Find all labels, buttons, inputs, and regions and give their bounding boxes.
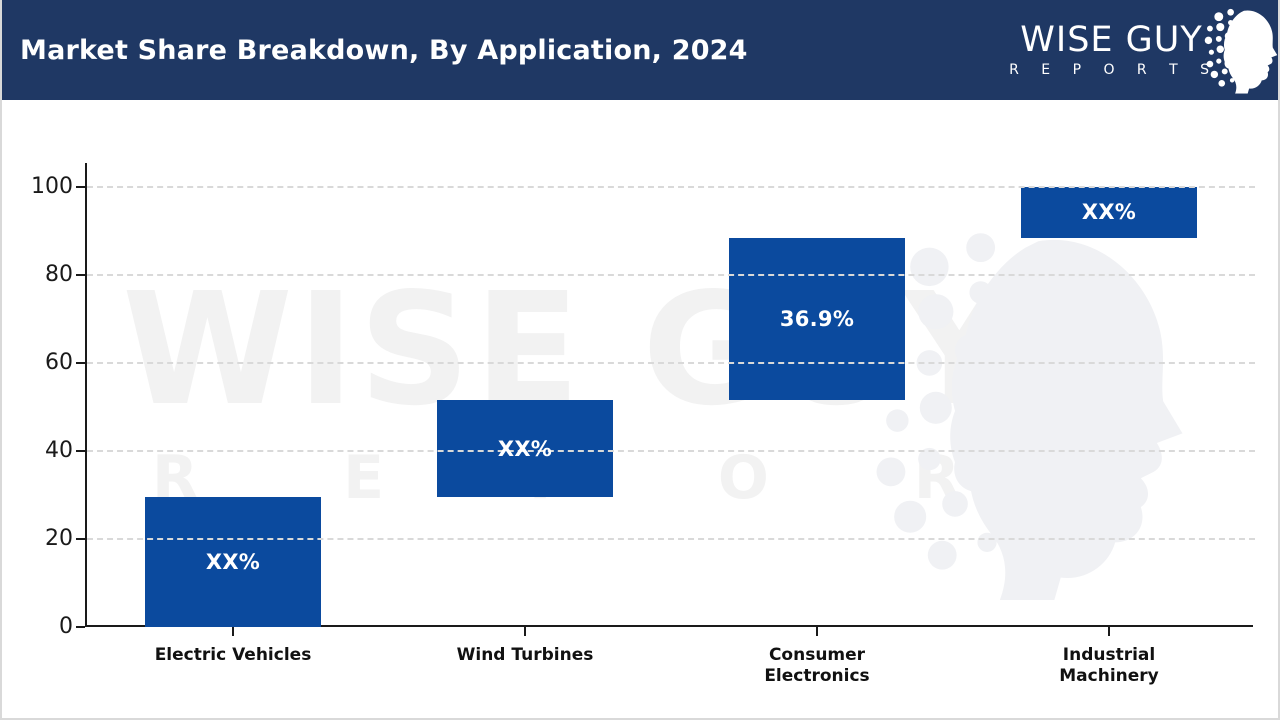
bar-consumer-electronics xyxy=(729,237,905,400)
brand-logo: WISE GUY R E P O R T S xyxy=(1005,0,1278,100)
y-tick-label: 100 xyxy=(31,174,73,199)
gridline-y-20 xyxy=(87,538,1255,540)
brand-name: WISE GUY xyxy=(1020,19,1203,60)
bar-wind-turbines xyxy=(437,399,613,498)
y-tick-label: 40 xyxy=(45,438,73,463)
x-tick-mark xyxy=(232,627,234,636)
bar-value-label-box: 36.9% xyxy=(729,238,905,400)
header-banner: Market Share Breakdown, By Application, … xyxy=(0,0,1280,100)
x-tick-label: Electric Vehicles xyxy=(154,645,312,665)
x-tick-label: Consumer Electronics xyxy=(764,645,870,687)
chart-canvas: WISE GUY R E P O R T S 0 20 40 60 80 100 Elect… xyxy=(0,100,1280,720)
y-tick-mark xyxy=(76,626,85,628)
x-tick-label: Industrial Machinery xyxy=(1059,645,1159,687)
bar-value-label: XX% xyxy=(497,436,553,461)
x-tick-mark xyxy=(524,627,526,636)
bar-electric-vehicles xyxy=(145,497,321,627)
y-tick-label: 60 xyxy=(45,350,73,375)
x-tick-mark xyxy=(1108,627,1110,636)
brand-logo-text: WISE GUY R E P O R T S xyxy=(1005,19,1218,78)
y-tick-mark xyxy=(76,450,85,452)
plot-area: 0 20 40 60 80 100 Electric Vehicles Wind Turbin… xyxy=(31,163,1255,686)
bar-value-label: 36.9% xyxy=(779,306,855,331)
bar-value-label-box: XX% xyxy=(437,400,613,497)
brand-head-icon xyxy=(1204,5,1278,95)
y-tick-mark xyxy=(76,362,85,364)
bar-value-label-box: XX% xyxy=(145,497,321,627)
gridline-y-60 xyxy=(87,362,1255,364)
y-tick-mark xyxy=(76,186,85,188)
y-tick-mark xyxy=(76,538,85,540)
bar-value-label: XX% xyxy=(205,550,261,575)
gridline-y-40 xyxy=(87,450,1255,452)
y-tick-mark xyxy=(76,274,85,276)
page-title: Market Share Breakdown, By Application, … xyxy=(20,34,748,66)
bar-value-label-box: XX% xyxy=(1021,187,1197,238)
gridline-y-80 xyxy=(87,274,1255,276)
y-tick-label: 0 xyxy=(59,614,73,639)
bar-value-label: XX% xyxy=(1081,200,1137,225)
x-tick-label: Wind Turbines xyxy=(456,645,594,665)
x-tick-mark xyxy=(816,627,818,636)
gridline-y-100 xyxy=(87,186,1255,188)
y-tick-label: 20 xyxy=(45,526,73,551)
brand-tagline: R E P O R T S xyxy=(1009,61,1218,78)
y-tick-label: 80 xyxy=(45,262,73,287)
bar-industrial-machinery xyxy=(1021,187,1197,238)
